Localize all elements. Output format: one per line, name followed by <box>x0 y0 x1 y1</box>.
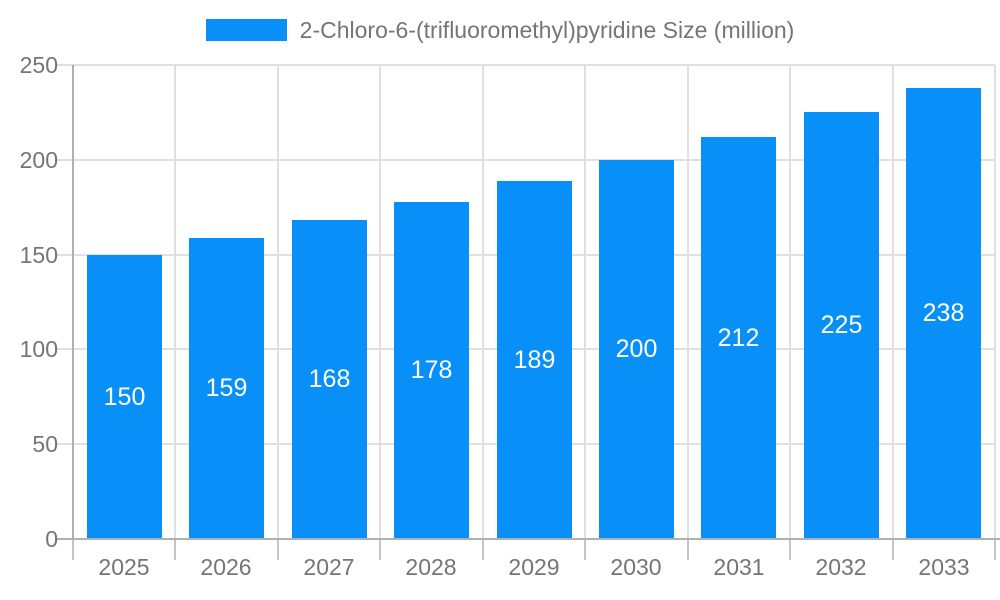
x-axis-tick <box>994 539 996 560</box>
y-axis-tick-label: 0 <box>45 526 58 552</box>
x-axis-tick-label: 2026 <box>200 554 252 580</box>
y-axis-tick-label: 50 <box>32 431 58 458</box>
x-axis-tick <box>891 539 894 560</box>
bar-2030[interactable]: 200 <box>599 160 674 539</box>
legend-label: 2-Chloro-6-(trifluoromethyl)pyridine Siz… <box>299 17 795 43</box>
y-gridline <box>57 158 995 161</box>
x-axis-tick-label: 2029 <box>508 554 560 580</box>
bar-value-label: 225 <box>820 311 863 339</box>
x-axis-tick-label: 2033 <box>918 554 970 580</box>
x-axis-tick-label: 2030 <box>610 554 662 580</box>
y-axis-line <box>72 65 74 539</box>
x-axis-tick <box>174 539 177 560</box>
x-axis-tick <box>72 539 74 560</box>
y-axis-tick-label: 100 <box>19 336 58 363</box>
bar-2032[interactable]: 225 <box>804 112 879 539</box>
bar-2025[interactable]: 150 <box>87 255 162 539</box>
bar-value-label: 238 <box>922 299 965 327</box>
x-axis-tick <box>584 539 587 560</box>
x-axis-tick <box>686 539 689 560</box>
bar-value-label: 178 <box>410 356 453 384</box>
y-gridline <box>57 64 995 66</box>
x-axis-tick <box>481 539 484 560</box>
x-axis-tick <box>379 539 382 560</box>
bar-2028[interactable]: 178 <box>394 202 469 539</box>
x-gridline <box>789 65 792 539</box>
bar-2026[interactable]: 159 <box>189 238 264 539</box>
x-gridline <box>891 65 894 539</box>
bar-2033[interactable]: 238 <box>906 88 981 539</box>
bar-value-label: 189 <box>513 345 556 374</box>
x-axis-tick-label: 2028 <box>405 554 457 580</box>
legend-swatch-icon <box>205 19 287 41</box>
x-gridline <box>379 65 382 539</box>
x-gridline <box>994 65 996 539</box>
y-axis-tick-label: 150 <box>19 241 58 268</box>
x-axis-tick-label: 2027 <box>303 554 355 580</box>
bar-value-label: 200 <box>615 335 658 363</box>
x-gridline <box>276 65 279 539</box>
bar-value-label: 168 <box>308 365 351 393</box>
bar-value-label: 212 <box>717 323 760 352</box>
y-axis-tick-label: 250 <box>19 52 58 78</box>
x-axis-tick <box>276 539 279 560</box>
y-axis-tick-label: 200 <box>19 146 58 173</box>
x-gridline <box>584 65 587 539</box>
bar-2029[interactable]: 189 <box>497 181 572 539</box>
x-gridline <box>686 65 689 539</box>
bar-value-label: 150 <box>103 382 146 411</box>
bar-2031[interactable]: 212 <box>701 137 776 539</box>
x-axis-tick-label: 2032 <box>815 554 867 580</box>
x-axis-tick <box>789 539 792 560</box>
legend[interactable]: 2-Chloro-6-(trifluoromethyl)pyridine Siz… <box>0 17 1000 43</box>
bar-2027[interactable]: 168 <box>292 220 367 539</box>
x-gridline <box>174 65 177 539</box>
bar-value-label: 159 <box>205 374 248 402</box>
x-gridline <box>481 65 484 539</box>
x-axis-tick-label: 2031 <box>713 554 765 580</box>
x-axis-line <box>57 538 1000 540</box>
x-axis-tick-label: 2025 <box>98 554 150 580</box>
